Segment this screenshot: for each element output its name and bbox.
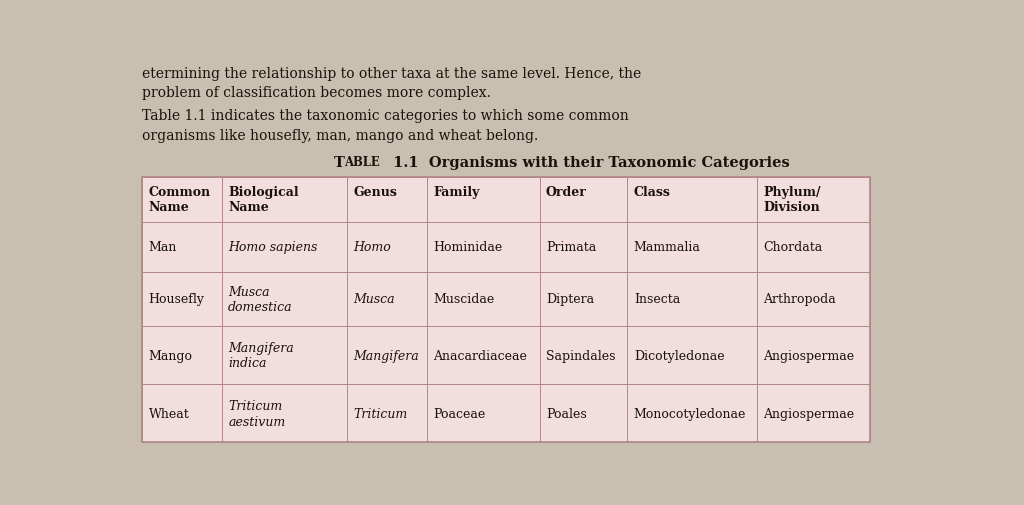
Bar (347, 384, 427, 442)
Bar (628, 223, 757, 272)
Bar (540, 177, 628, 223)
Text: Biological
Name: Biological Name (228, 185, 299, 214)
Text: Homo: Homo (353, 241, 391, 254)
Bar (222, 327, 347, 384)
Bar (142, 177, 222, 223)
Bar (757, 327, 870, 384)
Text: problem of classification becomes more complex.: problem of classification becomes more c… (142, 86, 492, 100)
Text: etermining the relationship to other taxa at the same level. Hence, the: etermining the relationship to other tax… (142, 67, 641, 80)
Text: Wheat: Wheat (148, 407, 189, 420)
Bar (222, 272, 347, 327)
Bar (222, 223, 347, 272)
Bar (222, 384, 347, 442)
Text: T: T (334, 156, 345, 170)
Bar (427, 272, 540, 327)
Bar (628, 384, 757, 442)
Bar (540, 223, 628, 272)
Text: Man: Man (148, 241, 177, 254)
Text: Poaceae: Poaceae (433, 407, 485, 420)
Bar (757, 223, 870, 272)
Text: Class: Class (634, 185, 671, 198)
Text: Muscidae: Muscidae (433, 293, 495, 306)
Text: organisms like housefly, man, mango and wheat belong.: organisms like housefly, man, mango and … (142, 129, 539, 142)
Text: Sapindales: Sapindales (546, 349, 615, 362)
Bar (427, 327, 540, 384)
Text: Hominidae: Hominidae (433, 241, 503, 254)
Bar (540, 327, 628, 384)
Text: ABLE: ABLE (344, 156, 380, 169)
Bar (142, 384, 222, 442)
Text: Housefly: Housefly (148, 293, 205, 306)
Bar (222, 177, 347, 223)
Text: Angiospermae: Angiospermae (764, 349, 855, 362)
Bar (142, 177, 870, 442)
Bar (757, 177, 870, 223)
Text: Arthropoda: Arthropoda (764, 293, 837, 306)
Bar (347, 272, 427, 327)
Text: Primata: Primata (546, 241, 596, 254)
Bar (540, 384, 628, 442)
Text: Table 1.1 indicates the taxonomic categories to which some common: Table 1.1 indicates the taxonomic catego… (142, 109, 629, 123)
Text: Mammalia: Mammalia (634, 241, 700, 254)
Text: Musca
domestica: Musca domestica (228, 285, 293, 314)
Text: Musca: Musca (353, 293, 395, 306)
Text: Mangifera
indica: Mangifera indica (228, 341, 294, 370)
Bar (347, 177, 427, 223)
Text: Insecta: Insecta (634, 293, 680, 306)
Text: Anacardiaceae: Anacardiaceae (433, 349, 527, 362)
Bar (540, 272, 628, 327)
Bar (757, 384, 870, 442)
Text: Monocotyledonae: Monocotyledonae (634, 407, 746, 420)
Text: Chordata: Chordata (764, 241, 822, 254)
Bar (628, 272, 757, 327)
Text: Phylum/
Division: Phylum/ Division (764, 185, 821, 214)
Text: Mangifera: Mangifera (353, 349, 419, 362)
Bar (142, 272, 222, 327)
Text: Order: Order (546, 185, 587, 198)
Text: Dicotyledonae: Dicotyledonae (634, 349, 724, 362)
Bar (142, 223, 222, 272)
Text: Homo sapiens: Homo sapiens (228, 241, 317, 254)
Bar (427, 177, 540, 223)
Bar (427, 223, 540, 272)
Text: Angiospermae: Angiospermae (764, 407, 855, 420)
Bar (347, 327, 427, 384)
Text: Triticum: Triticum (353, 407, 408, 420)
Bar (628, 177, 757, 223)
Bar (757, 272, 870, 327)
Text: Diptera: Diptera (546, 293, 594, 306)
Text: Family: Family (433, 185, 479, 198)
Bar (142, 327, 222, 384)
Bar (427, 384, 540, 442)
Text: Poales: Poales (546, 407, 587, 420)
Text: Genus: Genus (353, 185, 397, 198)
Text: Mango: Mango (148, 349, 193, 362)
Text: Common
Name: Common Name (148, 185, 211, 214)
Text: 1.1  Organisms with their Taxonomic Categories: 1.1 Organisms with their Taxonomic Categ… (388, 156, 791, 170)
Bar (628, 327, 757, 384)
Text: Triticum
aestivum: Triticum aestivum (228, 399, 286, 428)
Bar (347, 223, 427, 272)
